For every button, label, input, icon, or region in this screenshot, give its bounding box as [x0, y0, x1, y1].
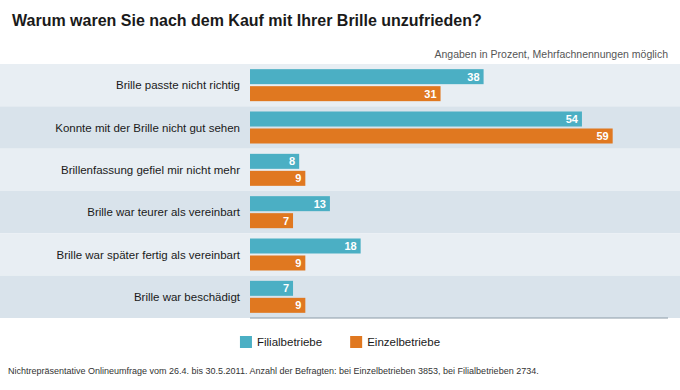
legend-swatch — [240, 336, 252, 348]
category-label: Brille passte nicht richtig — [116, 79, 240, 91]
bar — [250, 281, 293, 296]
data-label: 7 — [283, 282, 289, 294]
category-label: Konnte mit der Brille nicht gut sehen — [55, 122, 240, 134]
bar — [250, 196, 330, 211]
row-band — [0, 64, 680, 106]
data-label: 9 — [295, 172, 301, 184]
title: Warum waren Sie nach dem Kauf mit Ihrer … — [12, 12, 482, 29]
data-label: 9 — [295, 299, 301, 311]
data-label: 59 — [596, 130, 608, 142]
legend-item: Einzelbetriebe — [350, 336, 440, 348]
data-label: 38 — [467, 71, 479, 83]
legend-item: Filialbetriebe — [240, 336, 322, 348]
data-label: 54 — [566, 113, 579, 125]
row-band — [0, 191, 680, 233]
data-label: 7 — [283, 215, 289, 227]
legend-label: Filialbetriebe — [257, 336, 322, 348]
bar — [250, 154, 299, 169]
legend: Filialbetriebe Einzelbetriebe — [240, 336, 440, 348]
x-axis-line — [250, 318, 668, 319]
category-label: Brille war teurer als vereinbart — [87, 206, 241, 218]
legend-swatch — [350, 336, 362, 348]
bar — [250, 129, 613, 144]
bar — [250, 171, 305, 186]
data-label: 31 — [424, 88, 436, 100]
chart-svg: Warum waren Sie nach dem Kauf mit Ihrer … — [0, 0, 680, 390]
data-labels: 383154598913718979 — [283, 71, 609, 312]
subtitle: Angaben in Prozent, Mehrfachnennungen mö… — [435, 48, 669, 60]
data-label: 18 — [344, 240, 356, 252]
bar — [250, 86, 441, 101]
category-label: Brillenfassung gefiel mir nicht mehr — [61, 164, 240, 176]
chart-container: Warum waren Sie nach dem Kauf mit Ihrer … — [0, 0, 680, 390]
bar — [250, 239, 361, 254]
legend-label: Einzelbetriebe — [367, 336, 440, 348]
category-label: Brille war später fertig als vereinbart — [57, 249, 241, 261]
bar — [250, 69, 484, 84]
row-band — [0, 233, 680, 275]
bars — [250, 69, 613, 313]
row-band — [0, 149, 680, 191]
category-label: Brille war beschädigt — [134, 291, 241, 303]
data-label: 13 — [314, 198, 326, 210]
bar — [250, 213, 293, 228]
row-band — [0, 106, 680, 148]
bar — [250, 112, 582, 127]
footnote: Nichtrepräsentative Onlineumfrage vom 26… — [8, 366, 539, 376]
row-band — [0, 276, 680, 318]
bar — [250, 256, 305, 271]
bar — [250, 298, 305, 313]
category-labels: Brille passte nicht richtig Konnte mit de… — [55, 79, 241, 303]
data-label: 8 — [289, 155, 295, 167]
data-label: 9 — [295, 257, 301, 269]
background — [0, 0, 680, 390]
